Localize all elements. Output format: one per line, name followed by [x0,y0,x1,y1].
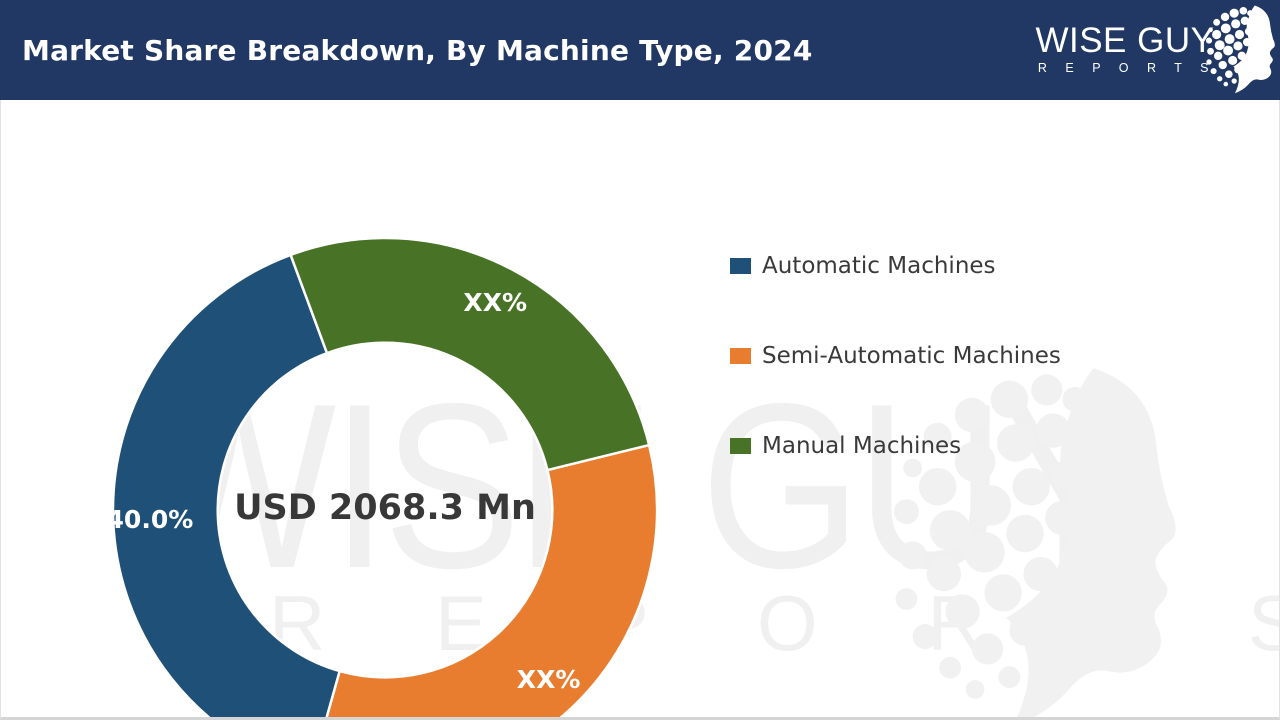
slice-label: XX% [517,665,581,694]
legend-item-automatic: Automatic Machines [730,252,1061,280]
chart-center-value: USD 2068.3 Mn [234,488,536,528]
page-title: Market Share Breakdown, By Machine Type,… [22,33,813,67]
slice-label: XX% [463,288,527,317]
legend-swatch-manual [730,438,751,454]
logo-text: WISE GUY R E P O R T S [1034,23,1216,75]
donut-segment-semi-automatic-machines [325,443,659,717]
donut-chart: 40.0% XX% XX% [107,236,659,717]
legend-label: Manual Machines [762,432,962,459]
wise-guy-reports-logo: WISE GUY R E P O R T S [1034,4,1278,94]
legend-item-manual: Manual Machines [730,432,1061,460]
legend-label: Semi-Automatic Machines [762,342,1061,369]
slice-label: 40.0% [107,505,194,534]
donut-segment-automatic-machines [111,253,341,717]
donut-segment-manual-machines [289,236,651,472]
legend-item-semi-automatic: Semi-Automatic Machines [730,342,1061,370]
legend-label: Automatic Machines [762,252,996,279]
legend-swatch-semi-automatic [730,348,751,364]
logo-subtitle: R E P O R T S [1037,61,1216,75]
legend-swatch-automatic [730,258,751,274]
logo-wordmark: WISE GUY [1035,21,1215,60]
header-bar: Market Share Breakdown, By Machine Type,… [0,0,1280,100]
chart-legend: Automatic Machines Semi-Automatic Machin… [730,252,1061,522]
chart-area: WISE GUY R E P O R T S 40.0% XX% XX% USD 2… [0,100,1280,720]
